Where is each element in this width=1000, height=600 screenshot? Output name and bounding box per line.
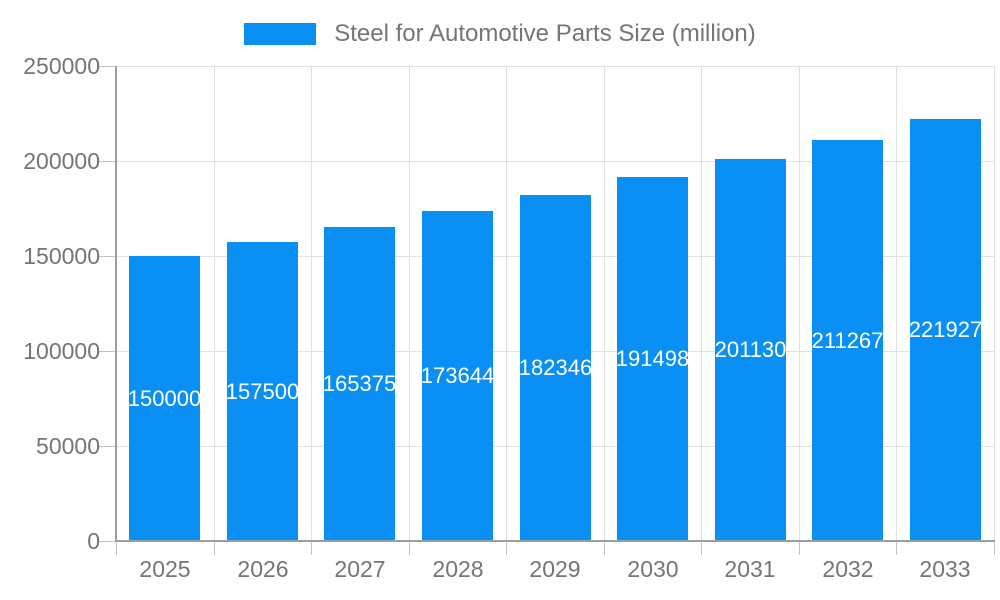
bar-value-label: 201130: [715, 337, 786, 362]
y-axis-tick-mark: [98, 66, 116, 67]
bar-value-label: 211267: [812, 327, 883, 353]
gridline-vertical: [896, 66, 897, 541]
bar-value-label: 157500: [227, 378, 298, 404]
bar[interactable]: 221927: [910, 119, 981, 541]
x-axis-tick-mark: [896, 541, 897, 555]
x-axis-tick-label: 2033: [919, 556, 971, 582]
x-axis-tick-label: 2029: [529, 556, 581, 582]
bar[interactable]: 165375: [324, 227, 395, 541]
y-axis-line: [115, 66, 117, 541]
bar[interactable]: 211267: [812, 140, 883, 541]
bar-value-label: 191498: [617, 346, 688, 371]
gridline-horizontal: [116, 161, 994, 162]
gridline-horizontal: [116, 66, 994, 67]
gridline-vertical: [506, 66, 507, 541]
x-axis-tick-mark: [799, 541, 800, 555]
y-axis-tick-mark: [98, 256, 116, 257]
bar[interactable]: 173644: [422, 211, 493, 541]
y-axis-tick-label: 200000: [23, 148, 100, 174]
x-axis-tick-label: 2031: [724, 556, 776, 582]
bar[interactable]: 150000: [129, 256, 200, 541]
gridline-vertical: [604, 66, 605, 541]
y-axis-tick-mark: [98, 446, 116, 447]
x-axis-tick-label: 2025: [139, 556, 191, 582]
y-axis-tick-mark: [98, 161, 116, 162]
bar-value-label: 165375: [324, 371, 395, 396]
gridline-vertical: [994, 66, 995, 541]
x-axis-tick-label: 2026: [237, 556, 289, 582]
gridline-vertical: [701, 66, 702, 541]
x-axis-tick-mark: [604, 541, 605, 555]
y-axis-tick-label: 100000: [23, 338, 100, 364]
legend-swatch-icon: [244, 23, 317, 45]
chart-legend[interactable]: Steel for Automotive Parts Size (million…: [0, 20, 1000, 48]
x-axis-tick-mark: [409, 541, 410, 555]
y-axis-tick-label: 150000: [23, 243, 100, 269]
legend-label: Steel for Automotive Parts Size (million…: [334, 20, 756, 47]
y-axis-tick-mark: [98, 351, 116, 352]
x-axis-tick-label: 2032: [822, 556, 874, 582]
y-axis-tick-mark: [98, 541, 116, 542]
x-axis-baseline: [115, 540, 995, 542]
bar[interactable]: 201130: [715, 159, 786, 541]
y-axis-tick-label: 0: [87, 528, 100, 554]
x-axis-tick-label: 2028: [432, 556, 484, 582]
gridline-vertical: [409, 66, 410, 541]
gridline-vertical: [214, 66, 215, 541]
gridline-vertical: [311, 66, 312, 541]
bar-value-label: 182346: [520, 355, 591, 380]
gridline-vertical: [799, 66, 800, 541]
x-axis-tick-mark: [311, 541, 312, 555]
bar-value-label: 221927: [910, 317, 981, 342]
y-axis-tick-label: 250000: [23, 53, 100, 79]
x-axis-tick-mark: [994, 541, 995, 555]
bar-value-label: 173644: [422, 363, 493, 388]
bar-value-label: 150000: [129, 385, 200, 411]
bar[interactable]: 182346: [520, 195, 591, 541]
bar[interactable]: 191498: [617, 177, 688, 541]
y-axis-tick-label: 50000: [36, 433, 100, 459]
x-axis-tick-mark: [116, 541, 117, 555]
x-axis-tick-label: 2027: [334, 556, 386, 582]
x-axis-tick-mark: [506, 541, 507, 555]
x-axis-tick-label: 2030: [627, 556, 679, 582]
x-axis-tick-mark: [214, 541, 215, 555]
x-axis-tick-mark: [701, 541, 702, 555]
bar[interactable]: 157500: [227, 242, 298, 541]
